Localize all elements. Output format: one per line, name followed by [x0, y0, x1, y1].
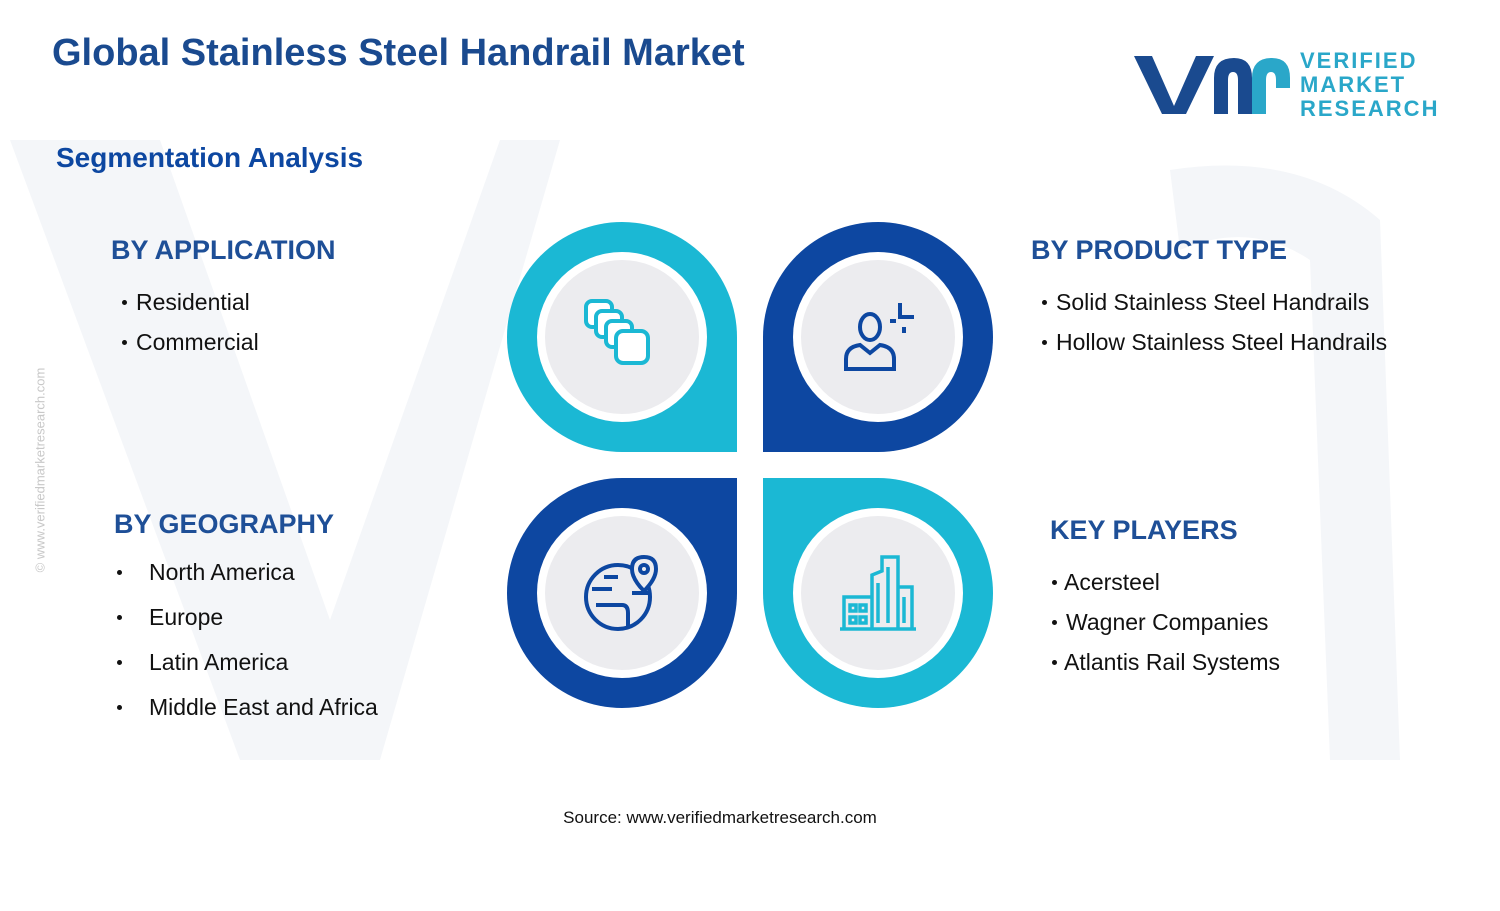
segment-item: Commercial [136, 329, 259, 355]
icon [844, 303, 914, 371]
segment-item: Latin America [149, 649, 289, 675]
logo-mark [1134, 56, 1290, 114]
bullet [1052, 660, 1057, 665]
logo-text: MARKET [1300, 72, 1407, 97]
bullet [117, 615, 122, 620]
segment-heading: BY APPLICATION [111, 235, 336, 265]
segment-item: Middle East and Africa [149, 694, 378, 720]
segment-item: North America [149, 559, 295, 585]
icon [584, 554, 659, 631]
logo-text: VERIFIED [1300, 48, 1418, 73]
segment-item: Acersteel [1064, 569, 1160, 595]
bullet [1052, 580, 1057, 585]
icon [840, 555, 916, 631]
subtitle: Segmentation Analysis [56, 142, 364, 173]
segment-heading: BY PRODUCT TYPE [1031, 235, 1288, 265]
source: Source: www.verifiedmarketresearch.com [563, 808, 877, 827]
bullet [117, 660, 122, 665]
bullet [122, 340, 127, 345]
segment-item: Europe [149, 604, 224, 630]
title: Global Stainless Steel Handrail Market [52, 32, 745, 74]
segment-item: Solid Stainless Steel Handrails [1056, 289, 1370, 315]
quadrant [507, 222, 737, 452]
quadrant [507, 478, 737, 708]
segment-heading: KEY PLAYERS [1050, 515, 1238, 545]
bullet [117, 570, 122, 575]
quadrant [763, 478, 993, 708]
segment-item: Atlantis Rail Systems [1064, 649, 1281, 675]
segment-item: Residential [136, 289, 250, 315]
bullet [1042, 340, 1047, 345]
segment-item: Wagner Companies [1066, 609, 1269, 635]
quadrant [763, 222, 993, 452]
bullet [1052, 620, 1057, 625]
bullet [117, 705, 122, 710]
segment-heading: BY GEOGRAPHY [114, 509, 335, 539]
bullet [122, 300, 127, 305]
watermark: © www.verifiedmarketresearch.com [32, 367, 48, 573]
icon [584, 299, 650, 365]
logo-text: RESEARCH [1300, 96, 1440, 121]
bullet [1042, 300, 1047, 305]
segment-item: Hollow Stainless Steel Handrails [1056, 329, 1388, 355]
